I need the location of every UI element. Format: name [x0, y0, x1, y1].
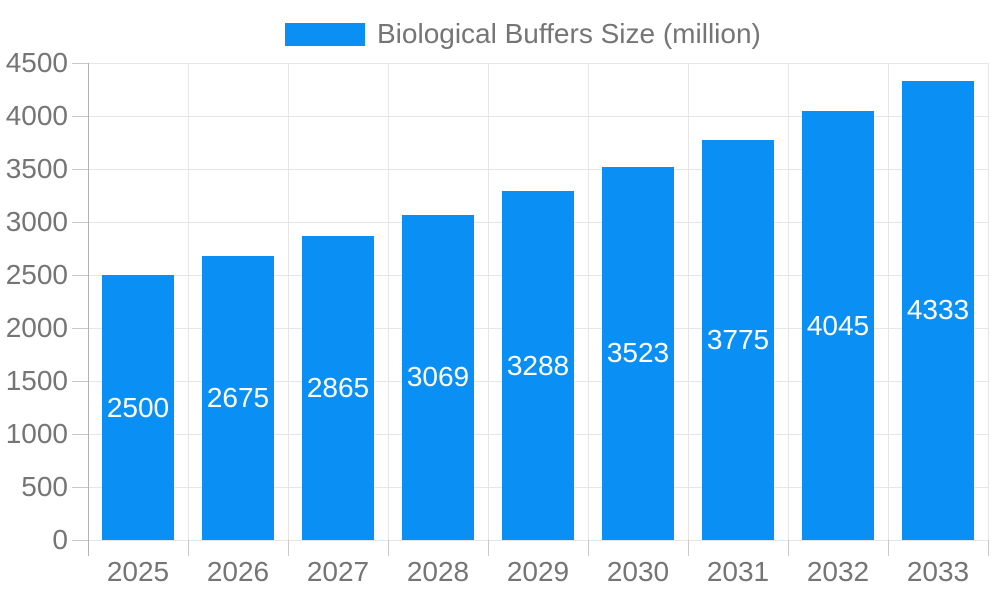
bar-2027[interactable] [302, 236, 374, 540]
legend-label: Biological Buffers Size (million) [377, 18, 761, 49]
x-axis-tick-label: 2029 [506, 556, 570, 587]
bar-2031[interactable] [702, 139, 774, 540]
bar-2030[interactable] [602, 166, 674, 540]
x-axis-tick [687, 540, 689, 556]
x-axis-tick-label: 2027 [306, 556, 370, 587]
x-gridline [687, 63, 689, 540]
y-axis-tick [72, 274, 88, 276]
x-axis-tick [887, 540, 889, 556]
x-axis-tick-label: 2032 [806, 556, 870, 587]
x-axis-tick-label: 2033 [906, 556, 970, 587]
x-gridline [487, 63, 489, 540]
y-gridline [88, 168, 988, 170]
y-gridline [88, 539, 988, 541]
x-gridline [187, 63, 189, 540]
x-axis-tick [787, 540, 789, 556]
y-axis-tick-label: 0 [52, 524, 68, 555]
y-gridline [88, 115, 988, 117]
y-axis-tick [72, 62, 88, 64]
y-axis-tick-label: 1000 [5, 418, 68, 449]
x-axis-tick-label: 2028 [406, 556, 470, 587]
y-axis-tick [72, 486, 88, 488]
y-axis-tick [72, 115, 88, 117]
y-axis-tick-label: 2000 [5, 312, 68, 343]
x-axis-tick-label: 2026 [206, 556, 270, 587]
y-axis-tick-label: 500 [21, 471, 68, 502]
y-gridline [88, 62, 988, 64]
x-axis-tick [387, 540, 389, 556]
y-axis-tick-label: 4000 [5, 100, 68, 131]
y-axis-tick [72, 539, 88, 541]
x-gridline [287, 63, 289, 540]
legend-swatch [285, 22, 365, 46]
y-axis-tick-label: 3000 [5, 206, 68, 237]
x-axis-tick [287, 540, 289, 556]
y-axis-tick [72, 380, 88, 382]
y-axis-tick [72, 221, 88, 223]
x-axis-tick-label: 2025 [106, 556, 170, 587]
bar-2028[interactable] [402, 214, 474, 540]
x-axis-tick [587, 540, 589, 556]
y-axis-line [87, 63, 89, 556]
x-axis-tick-label: 2030 [606, 556, 670, 587]
bar-2032[interactable] [802, 111, 874, 540]
x-gridline [987, 63, 989, 540]
x-gridline [387, 63, 389, 540]
y-axis-tick [72, 168, 88, 170]
x-axis-tick [987, 540, 989, 556]
y-axis-tick [72, 433, 88, 435]
x-gridline [587, 63, 589, 540]
x-axis-tick [187, 540, 189, 556]
bar-2029[interactable] [502, 191, 574, 540]
bar-2033[interactable] [902, 80, 974, 540]
legend[interactable]: Biological Buffers Size (million) [285, 20, 761, 48]
y-axis-tick-label: 3500 [5, 153, 68, 184]
x-gridline [787, 63, 789, 540]
y-axis-tick-label: 4500 [5, 47, 68, 78]
bar-2026[interactable] [202, 256, 274, 540]
bar-2025[interactable] [102, 275, 174, 540]
y-axis-tick [72, 327, 88, 329]
x-axis-tick [487, 540, 489, 556]
x-gridline [887, 63, 889, 540]
y-axis-tick-label: 1500 [5, 365, 68, 396]
y-axis-tick-label: 2500 [5, 259, 68, 290]
x-axis-tick-label: 2031 [706, 556, 770, 587]
